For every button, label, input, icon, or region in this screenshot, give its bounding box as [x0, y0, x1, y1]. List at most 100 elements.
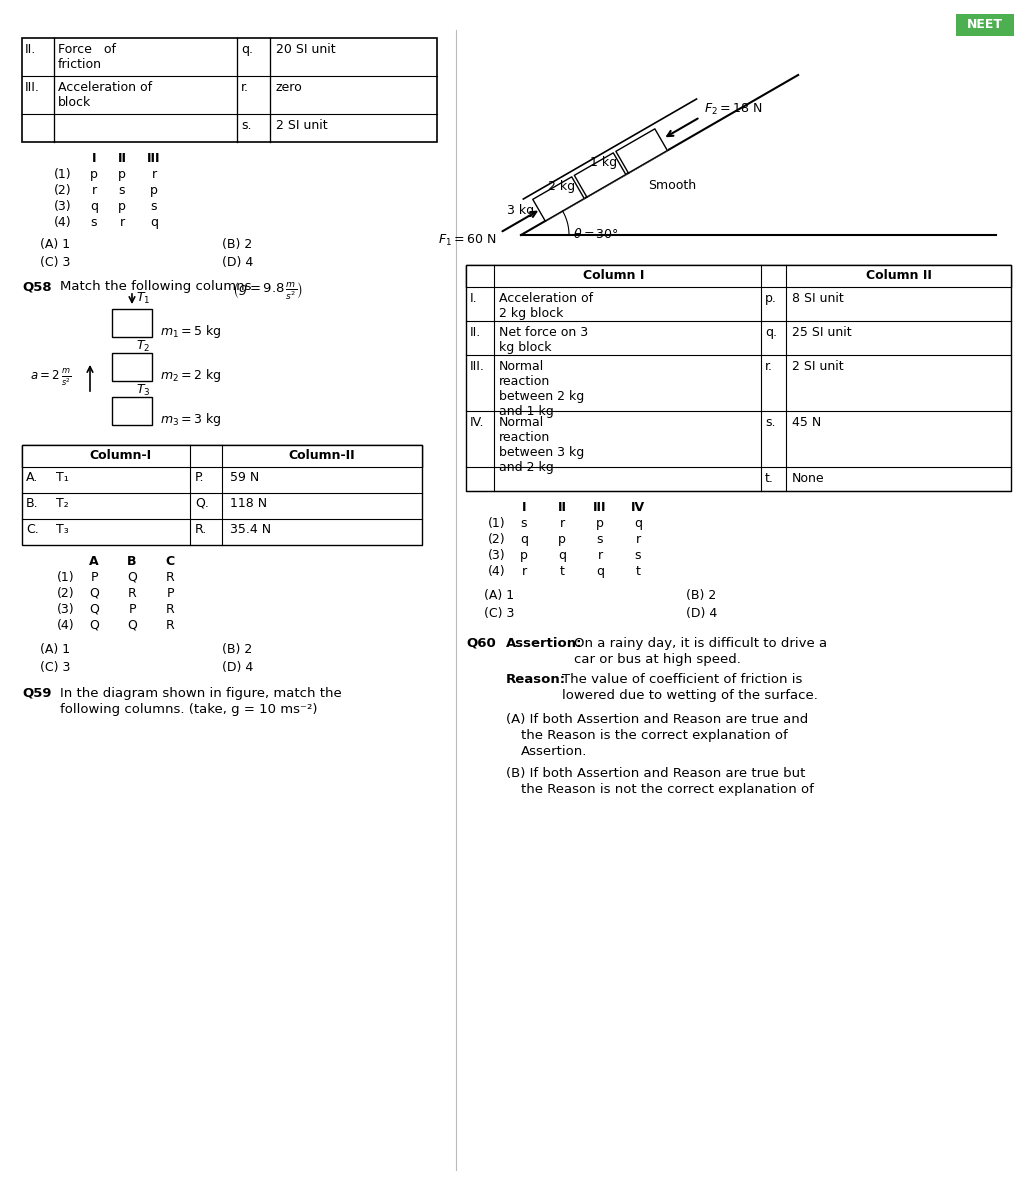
Text: (1): (1) [54, 168, 72, 181]
Text: q.: q. [765, 326, 777, 339]
Text: p: p [118, 201, 126, 213]
Text: (C) 3: (C) 3 [40, 661, 71, 673]
Text: R: R [166, 603, 174, 616]
Text: Q60: Q60 [466, 638, 496, 650]
Text: (3): (3) [488, 549, 506, 562]
Text: (B) If both Assertion and Reason are true but: (B) If both Assertion and Reason are tru… [506, 767, 805, 780]
Polygon shape [615, 129, 668, 173]
Text: $a=2\,\frac{m}{s^2}$: $a=2\,\frac{m}{s^2}$ [30, 368, 72, 388]
Text: s: s [119, 184, 125, 197]
Text: $m_1 = 5$ kg: $m_1 = 5$ kg [160, 324, 221, 340]
Bar [466, 265, 1011, 287]
Text: T₃: T₃ [56, 523, 69, 536]
Polygon shape [532, 177, 585, 221]
Text: following columns. (take, g = 10 ms⁻²): following columns. (take, g = 10 ms⁻²) [60, 703, 317, 716]
Text: (B) 2: (B) 2 [686, 589, 716, 602]
Text: 2 kg: 2 kg [549, 179, 575, 192]
Text: Normal
reaction
between 3 kg
and 2 kg: Normal reaction between 3 kg and 2 kg [499, 416, 585, 474]
Text: P: P [128, 603, 136, 616]
Text: $F_2 = 18$ N: $F_2 = 18$ N [705, 101, 763, 117]
Text: q: q [520, 533, 528, 546]
Text: B.: B. [26, 497, 39, 510]
Text: r: r [521, 565, 526, 578]
Text: p: p [118, 168, 126, 181]
Text: zero: zero [276, 81, 303, 94]
Text: IV.: IV. [470, 416, 484, 429]
Text: (1): (1) [57, 571, 75, 584]
Text: p: p [90, 168, 98, 181]
Text: Q58: Q58 [22, 281, 51, 293]
Text: T₂: T₂ [56, 497, 69, 510]
Text: p: p [596, 517, 604, 530]
Text: 25 SI unit: 25 SI unit [792, 326, 852, 339]
Text: (3): (3) [57, 603, 75, 616]
Bar [112, 396, 152, 425]
Text: 2 SI unit: 2 SI unit [276, 119, 328, 133]
Text: Column-I: Column-I [89, 449, 152, 462]
Text: None: None [792, 472, 824, 485]
Text: q: q [596, 565, 604, 578]
Text: the Reason is the correct explanation of: the Reason is the correct explanation of [521, 730, 787, 741]
Text: A: A [89, 555, 98, 568]
Text: R: R [128, 587, 136, 601]
Text: Acceleration of
block: Acceleration of block [58, 81, 153, 109]
Text: 118 N: 118 N [230, 497, 267, 510]
Text: On a rainy day, it is difficult to drive a: On a rainy day, it is difficult to drive… [574, 638, 827, 650]
Text: s: s [91, 216, 97, 229]
Text: Q: Q [127, 618, 137, 632]
Text: s: s [151, 201, 158, 213]
Text: car or bus at high speed.: car or bus at high speed. [574, 653, 741, 666]
Text: Q: Q [89, 603, 99, 616]
Text: q.: q. [241, 43, 253, 56]
Text: III: III [593, 501, 607, 513]
Text: Q: Q [127, 571, 137, 584]
Text: III.: III. [470, 361, 485, 373]
Text: (B) 2: (B) 2 [222, 644, 252, 656]
Text: Acceleration of
2 kg block: Acceleration of 2 kg block [499, 293, 593, 320]
Text: (D) 4: (D) 4 [222, 661, 253, 673]
Text: Net force on 3
kg block: Net force on 3 kg block [499, 326, 588, 353]
Text: III: III [147, 152, 161, 165]
Text: (A) If both Assertion and Reason are true and: (A) If both Assertion and Reason are tru… [506, 713, 808, 726]
Text: Column-II: Column-II [289, 449, 355, 462]
Text: q: q [150, 216, 158, 229]
Text: t: t [559, 565, 564, 578]
Text: (B) 2: (B) 2 [222, 238, 252, 251]
Text: 1 kg: 1 kg [590, 155, 617, 168]
Text: $T_2$: $T_2$ [136, 339, 151, 355]
Text: p: p [558, 533, 566, 546]
Text: P.: P. [195, 470, 205, 484]
Text: (4): (4) [54, 216, 72, 229]
Text: (D) 4: (D) 4 [686, 607, 717, 620]
Text: $m_3 = 3$ kg: $m_3 = 3$ kg [160, 411, 221, 427]
Text: A.: A. [26, 470, 38, 484]
Text: II.: II. [25, 43, 36, 56]
Text: r: r [559, 517, 564, 530]
Text: 59 N: 59 N [230, 470, 259, 484]
Text: (C) 3: (C) 3 [40, 256, 71, 269]
Text: Normal
reaction
between 2 kg
and 1 kg: Normal reaction between 2 kg and 1 kg [499, 361, 585, 418]
Text: lowered due to wetting of the surface.: lowered due to wetting of the surface. [562, 689, 818, 702]
Text: $\theta = 30°$: $\theta = 30°$ [573, 227, 620, 241]
Text: II.: II. [470, 326, 481, 339]
Text: I.: I. [470, 293, 477, 304]
Text: p: p [151, 184, 158, 197]
Bar [112, 309, 152, 337]
Text: III.: III. [25, 81, 40, 94]
Text: $T_1$: $T_1$ [136, 291, 151, 306]
Text: t: t [636, 565, 640, 578]
Text: $\left(g = 9.8\,\frac{m}{s^2}\right)$: $\left(g = 9.8\,\frac{m}{s^2}\right)$ [232, 281, 303, 301]
Text: The value of coefficient of friction is: The value of coefficient of friction is [562, 673, 803, 687]
Text: IV: IV [631, 501, 645, 513]
Text: (4): (4) [57, 618, 75, 632]
Text: II: II [557, 501, 566, 513]
Text: 20 SI unit: 20 SI unit [276, 43, 336, 56]
Text: Q: Q [89, 587, 99, 601]
Text: C.: C. [26, 523, 39, 536]
Text: (2): (2) [54, 184, 72, 197]
Text: 35.4 N: 35.4 N [230, 523, 271, 536]
Text: 3 kg: 3 kg [507, 204, 534, 216]
Text: $T_3$: $T_3$ [136, 383, 151, 398]
Text: (C) 3: (C) 3 [484, 607, 514, 620]
Text: I: I [522, 501, 526, 513]
